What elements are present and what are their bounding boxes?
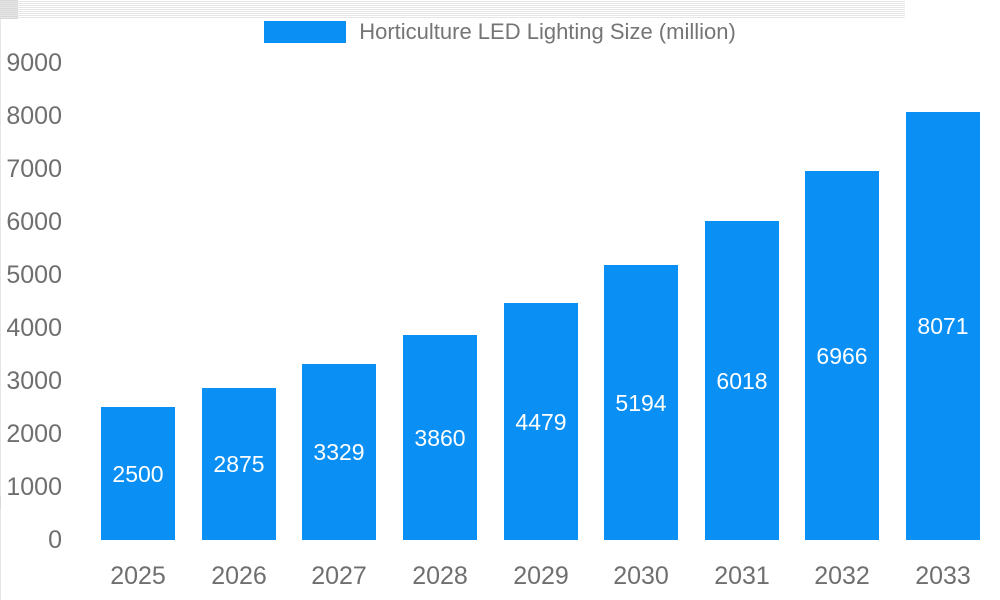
x-tick-label: 2032 — [814, 562, 870, 590]
y-tick — [0, 6, 18, 7]
y-tick-label: 1000 — [6, 473, 62, 501]
bar-value-label: 3860 — [414, 424, 466, 451]
y-tick-label: 4000 — [6, 314, 62, 342]
h-gridline — [0, 3, 905, 4]
legend-label: Horticulture LED Lighting Size (million) — [359, 19, 736, 44]
h-gridline — [0, 1, 905, 2]
y-tick-label: 0 — [48, 526, 62, 554]
x-tick-label: 2028 — [412, 562, 468, 590]
bar-value-label: 3329 — [313, 439, 365, 465]
y-tick-label: 6000 — [6, 208, 62, 236]
h-gridline — [0, 15, 905, 16]
y-tick-label: 8000 — [6, 102, 62, 130]
bar: 4479 — [504, 303, 578, 540]
x-tick-label: 2029 — [513, 562, 569, 590]
y-tick-label: 2000 — [6, 420, 62, 448]
y-tick-label: 5000 — [6, 261, 62, 289]
y-tick — [0, 10, 18, 11]
y-tick — [0, 16, 18, 17]
y-tick — [0, 8, 18, 9]
x-tick-label: 2025 — [110, 562, 166, 590]
h-gridline — [0, 17, 905, 18]
bar: 2500 — [101, 407, 175, 540]
chart-legend[interactable]: Horticulture LED Lighting Size (million) — [0, 19, 1000, 45]
x-tick-label: 2027 — [311, 562, 367, 590]
x-tick-label: 2030 — [613, 562, 669, 590]
bar-value-label: 4479 — [515, 408, 567, 435]
bar: 5194 — [604, 265, 678, 540]
y-tick — [0, 2, 18, 3]
x-tick — [0, 496, 1, 509]
bar: 3860 — [403, 335, 477, 540]
v-gridline — [0, 19, 1, 496]
h-gridline — [0, 13, 905, 14]
bar-value-label: 6018 — [716, 367, 768, 394]
bar-value-label: 5194 — [615, 389, 667, 416]
y-tick — [0, 14, 18, 15]
y-tick-label: 7000 — [6, 155, 62, 183]
bar-value-label: 2875 — [213, 451, 265, 477]
h-gridline — [0, 7, 905, 8]
bar-value-label: 8071 — [917, 313, 969, 339]
y-tick — [0, 0, 18, 1]
bar: 6966 — [805, 171, 879, 540]
h-gridline — [0, 11, 905, 12]
x-tick-label: 2026 — [211, 562, 267, 590]
bar: 3329 — [302, 364, 376, 540]
bar-value-label: 6966 — [816, 342, 868, 369]
y-tick-label: 9000 — [6, 49, 62, 77]
legend-color-swatch — [264, 21, 347, 43]
bar: 6018 — [705, 221, 779, 540]
h-gridline — [0, 9, 905, 10]
y-tick — [0, 18, 18, 19]
h-gridline — [0, 5, 905, 6]
bar: 8071 — [906, 112, 980, 540]
y-tick-label: 3000 — [6, 367, 62, 395]
v-gridline — [0, 509, 1, 600]
x-tick-label: 2033 — [915, 562, 971, 590]
x-tick-label: 2031 — [714, 562, 770, 590]
y-tick — [0, 4, 18, 5]
bar-value-label: 2500 — [112, 460, 164, 487]
y-tick — [0, 12, 18, 13]
bar: 2875 — [202, 388, 276, 540]
